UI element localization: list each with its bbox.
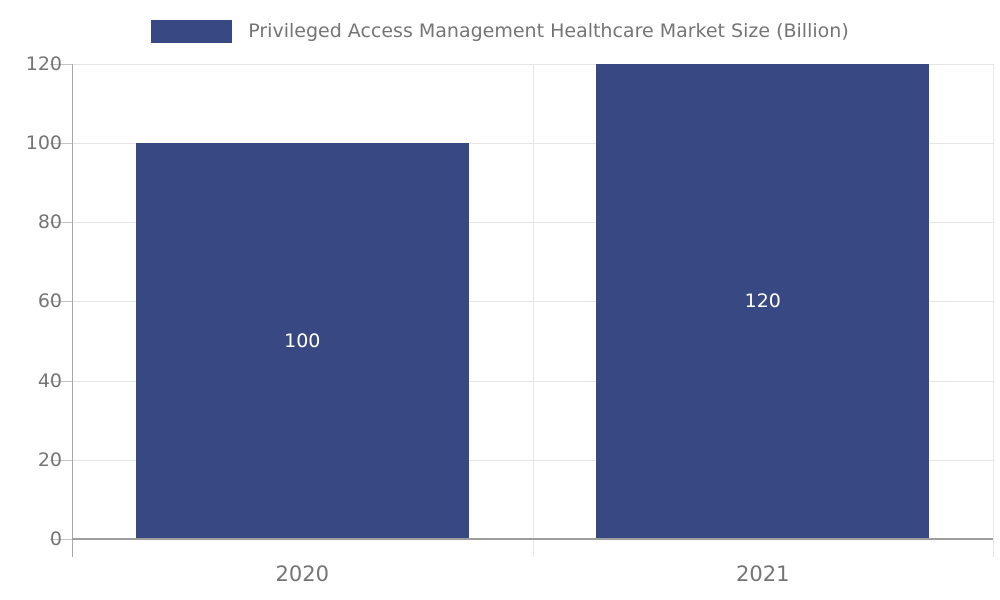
legend-swatch — [151, 19, 233, 43]
y-tick-mark — [50, 301, 72, 303]
y-axis-tick-label: 80 — [37, 211, 62, 233]
y-axis-tick-label: 120 — [25, 52, 62, 75]
bar-2020[interactable] — [135, 142, 469, 538]
y-tick-mark — [50, 63, 72, 65]
y-tick-mark — [50, 539, 72, 540]
x-axis-line — [72, 538, 993, 540]
legend-label: Privileged Access Management Healthcare … — [248, 20, 849, 42]
y-axis-tick-label: 20 — [37, 448, 62, 471]
x-gridline — [532, 63, 534, 557]
y-axis-tick-label: 100 — [25, 131, 62, 154]
y-tick-mark — [50, 142, 72, 144]
y-axis-spine — [72, 63, 73, 557]
bar-2021[interactable] — [596, 63, 930, 538]
y-axis-tick-label: 40 — [37, 369, 62, 392]
chart-legend: Privileged Access Management Healthcare … — [0, 8, 1000, 54]
y-tick-mark — [50, 222, 72, 223]
y-tick-mark — [50, 459, 72, 461]
x-gridline — [993, 63, 994, 557]
x-axis-tick-label: 2020 — [275, 562, 329, 586]
y-tick-mark — [50, 380, 72, 382]
bar-value-label: 100 — [284, 329, 321, 352]
y-axis-tick-label: 0 — [49, 528, 62, 550]
x-axis-tick-label: 2021 — [736, 562, 790, 586]
y-axis-tick-label: 60 — [37, 290, 62, 313]
bar-value-label: 120 — [744, 290, 781, 313]
